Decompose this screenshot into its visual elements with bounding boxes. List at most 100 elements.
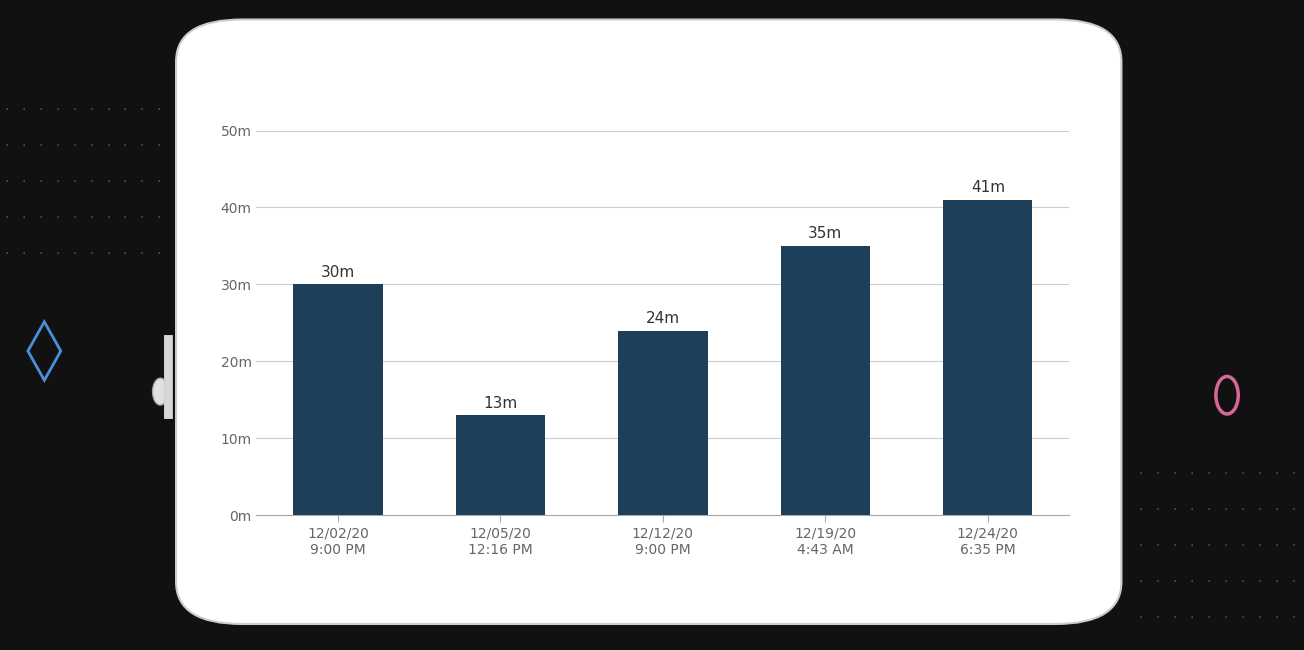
Text: ·: · bbox=[1240, 467, 1245, 482]
Text: ·: · bbox=[1223, 575, 1228, 589]
Text: ·: · bbox=[55, 175, 60, 189]
Text: ·: · bbox=[156, 139, 162, 153]
Text: ·: · bbox=[123, 103, 128, 118]
Text: ·: · bbox=[55, 139, 60, 153]
Text: ·: · bbox=[1155, 503, 1161, 517]
Text: ·: · bbox=[1291, 575, 1296, 589]
Text: ·: · bbox=[21, 211, 26, 225]
Text: ·: · bbox=[123, 246, 128, 261]
Text: ·: · bbox=[123, 175, 128, 189]
Text: ·: · bbox=[89, 139, 94, 153]
Text: ·: · bbox=[1274, 503, 1279, 517]
Text: ·: · bbox=[106, 175, 111, 189]
Text: ·: · bbox=[1155, 575, 1161, 589]
Text: ·: · bbox=[156, 175, 162, 189]
Text: ·: · bbox=[38, 175, 43, 189]
Text: ·: · bbox=[1240, 503, 1245, 517]
Text: ·: · bbox=[89, 175, 94, 189]
Text: ·: · bbox=[1189, 467, 1194, 482]
Bar bbox=[456, 415, 545, 515]
Text: ·: · bbox=[89, 103, 94, 118]
Text: ·: · bbox=[1172, 575, 1178, 589]
Text: ·: · bbox=[1206, 467, 1211, 482]
Text: ·: · bbox=[1138, 575, 1144, 589]
Text: ·: · bbox=[140, 103, 145, 118]
Text: ·: · bbox=[4, 139, 9, 153]
Text: ·: · bbox=[156, 211, 162, 225]
Text: ·: · bbox=[4, 175, 9, 189]
Text: ·: · bbox=[156, 246, 162, 261]
Text: ·: · bbox=[38, 103, 43, 118]
Text: ·: · bbox=[1257, 539, 1262, 553]
Text: 13m: 13m bbox=[484, 396, 518, 411]
Text: ·: · bbox=[38, 246, 43, 261]
Text: ·: · bbox=[123, 211, 128, 225]
Text: ·: · bbox=[106, 246, 111, 261]
Text: ·: · bbox=[1274, 610, 1279, 625]
Text: ·: · bbox=[1206, 575, 1211, 589]
Text: ·: · bbox=[1155, 610, 1161, 625]
Text: ·: · bbox=[1206, 610, 1211, 625]
Text: ·: · bbox=[106, 139, 111, 153]
Bar bbox=[618, 331, 708, 515]
Text: ·: · bbox=[1206, 539, 1211, 553]
Text: ·: · bbox=[21, 246, 26, 261]
Text: ·: · bbox=[1223, 467, 1228, 482]
Text: ·: · bbox=[55, 211, 60, 225]
Text: ·: · bbox=[1189, 575, 1194, 589]
Text: ·: · bbox=[1240, 539, 1245, 553]
Text: ·: · bbox=[38, 139, 43, 153]
Text: ·: · bbox=[72, 175, 77, 189]
Text: ·: · bbox=[140, 211, 145, 225]
Text: ·: · bbox=[55, 103, 60, 118]
Text: ·: · bbox=[1172, 503, 1178, 517]
Text: ·: · bbox=[1291, 503, 1296, 517]
Text: ·: · bbox=[1138, 539, 1144, 553]
Text: ·: · bbox=[1155, 467, 1161, 482]
Text: ·: · bbox=[1291, 467, 1296, 482]
Text: ·: · bbox=[4, 211, 9, 225]
Text: ·: · bbox=[21, 175, 26, 189]
Text: ·: · bbox=[123, 139, 128, 153]
Text: ·: · bbox=[89, 246, 94, 261]
Text: ·: · bbox=[72, 246, 77, 261]
Text: ·: · bbox=[21, 139, 26, 153]
Text: ·: · bbox=[1189, 503, 1194, 517]
Text: ·: · bbox=[4, 246, 9, 261]
Text: ·: · bbox=[1138, 503, 1144, 517]
Bar bbox=[943, 200, 1033, 515]
Text: ·: · bbox=[72, 103, 77, 118]
Text: ·: · bbox=[72, 139, 77, 153]
Text: ·: · bbox=[1257, 610, 1262, 625]
Text: ·: · bbox=[1172, 610, 1178, 625]
Text: ·: · bbox=[140, 175, 145, 189]
Text: 24m: 24m bbox=[645, 311, 679, 326]
Text: ·: · bbox=[1172, 467, 1178, 482]
Text: ·: · bbox=[1257, 467, 1262, 482]
Bar bbox=[293, 285, 382, 515]
FancyBboxPatch shape bbox=[164, 335, 172, 419]
Text: ·: · bbox=[1291, 539, 1296, 553]
FancyBboxPatch shape bbox=[176, 20, 1121, 624]
Text: ·: · bbox=[1138, 610, 1144, 625]
Text: ·: · bbox=[1274, 575, 1279, 589]
Text: ·: · bbox=[1223, 503, 1228, 517]
Text: ·: · bbox=[140, 139, 145, 153]
Text: ·: · bbox=[89, 211, 94, 225]
Bar bbox=[781, 246, 870, 515]
Text: 41m: 41m bbox=[970, 180, 1005, 195]
Text: ·: · bbox=[1189, 610, 1194, 625]
Text: ·: · bbox=[1291, 610, 1296, 625]
Text: ·: · bbox=[21, 103, 26, 118]
Text: ·: · bbox=[1274, 539, 1279, 553]
Text: ·: · bbox=[1223, 610, 1228, 625]
Circle shape bbox=[153, 378, 168, 405]
Text: ·: · bbox=[1240, 610, 1245, 625]
Text: ·: · bbox=[106, 103, 111, 118]
Text: ·: · bbox=[1189, 539, 1194, 553]
Text: ·: · bbox=[38, 211, 43, 225]
Text: ·: · bbox=[72, 211, 77, 225]
Text: ·: · bbox=[4, 103, 9, 118]
Text: ·: · bbox=[106, 211, 111, 225]
Text: ·: · bbox=[1240, 575, 1245, 589]
